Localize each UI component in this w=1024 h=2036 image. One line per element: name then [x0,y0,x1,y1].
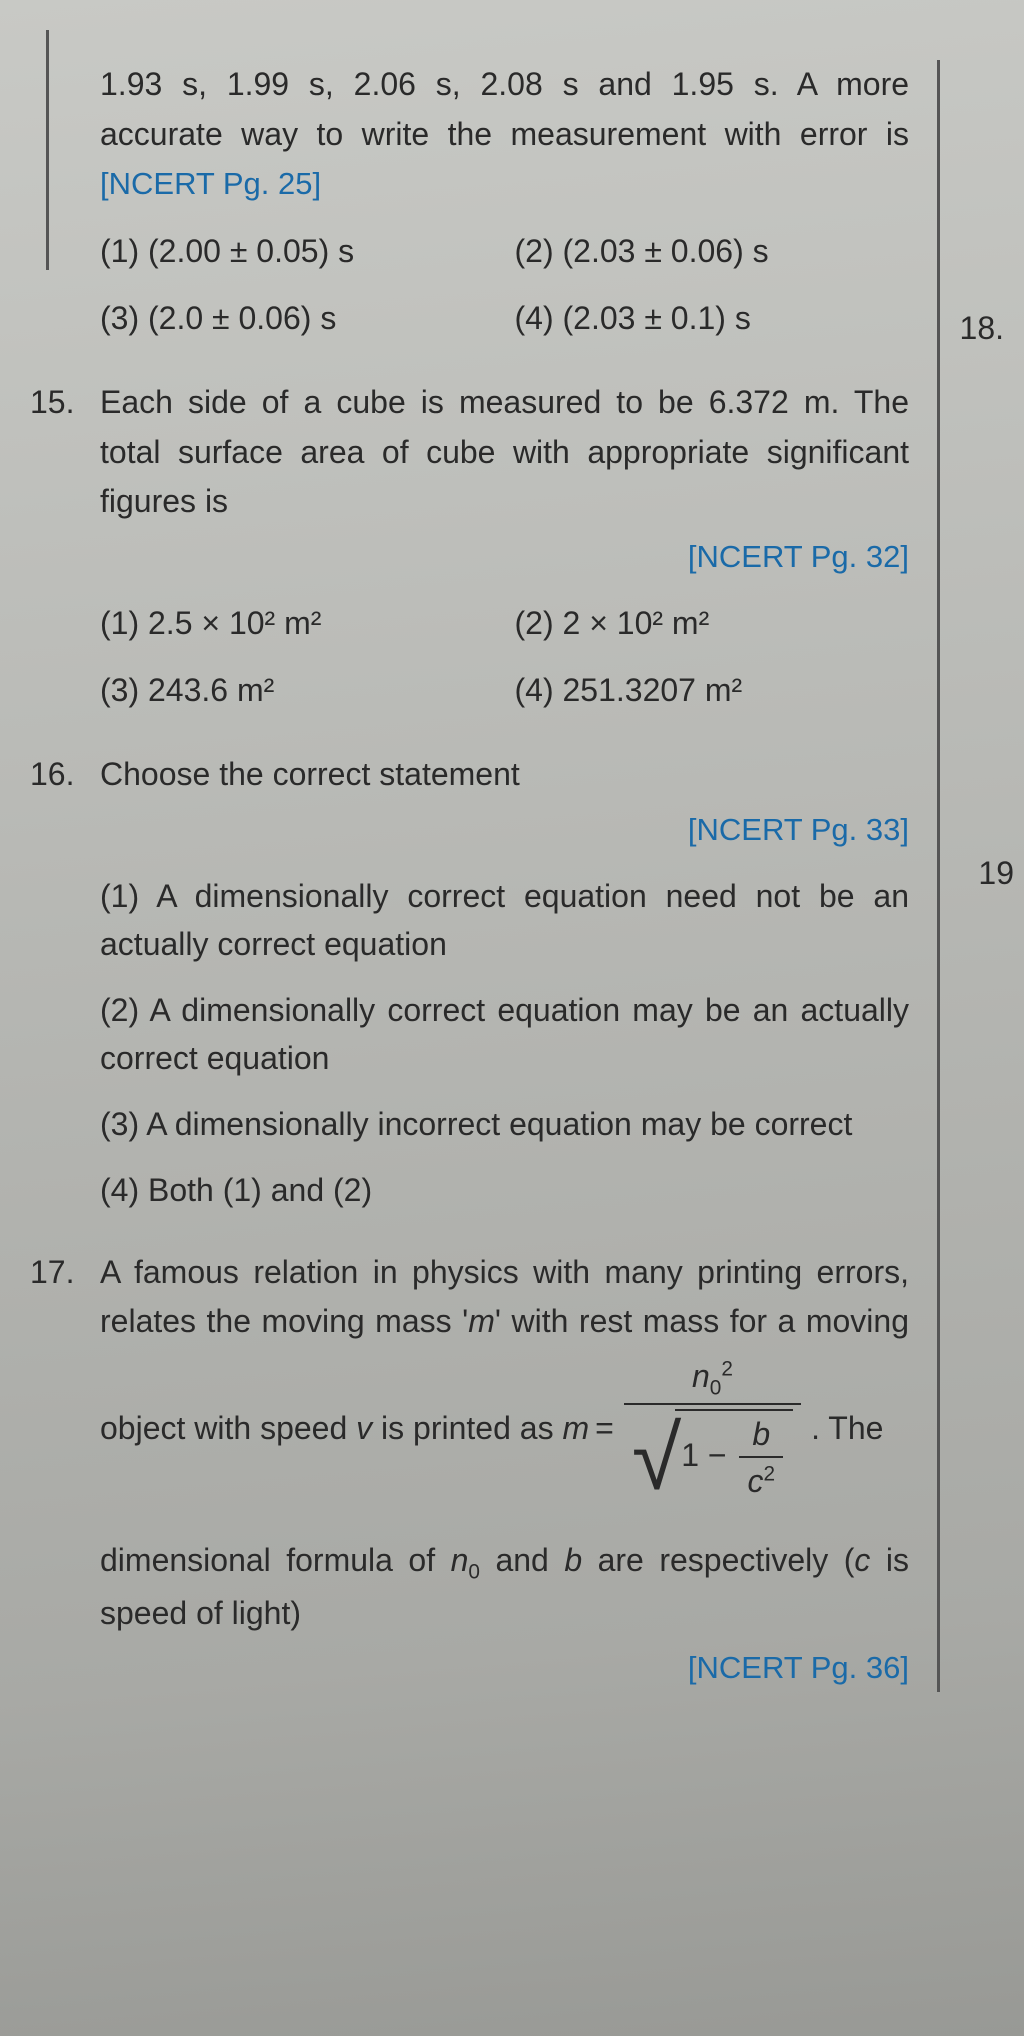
eq-sqrt: √ 1 − b c2 [632,1409,793,1500]
q15-opt1: (1) 2.5 × 10² m² [100,599,495,649]
q17-tec: are respectively ( [582,1542,854,1578]
q14-opt4: (4) (2.03 ± 0.1) s [515,294,910,344]
q15-opt2: (2) 2 × 10² m² [515,599,910,649]
q17-text: A famous relation in physics with many p… [100,1248,909,1510]
radical-icon: √ [632,1419,681,1500]
q16-opt3: (3) A dimensionally incorrect equation m… [100,1100,909,1148]
q14-opt3: (3) (2.0 ± 0.06) s [100,294,495,344]
q15-number: 15. [30,378,74,428]
q17-cvar: c [854,1542,870,1578]
side-number-19: 19 [978,855,1014,892]
eq-c2: c2 [739,1458,783,1500]
q14-ref: [NCERT Pg. 25] [100,166,321,201]
q17-number: 17. [30,1248,74,1298]
eq-equals: = [595,1404,614,1454]
q16-opt2: (2) A dimensionally correct equation may… [100,986,909,1082]
q16-opt1: (1) A dimensionally correct equation nee… [100,872,909,968]
q17-td: . The [811,1404,883,1454]
left-margin-rule [46,30,49,270]
eq-c-sup: 2 [763,1462,775,1485]
q17-equation: m = n02 √ 1 − b [562,1357,883,1500]
q15-text: Each side of a cube is measured to be 6.… [100,378,909,527]
q17-bvar: b [564,1542,582,1578]
q16-number: 16. [30,750,74,800]
q17-m: m [468,1303,495,1339]
q17-n0-base: n [451,1542,469,1578]
q16-options: (1) A dimensionally correct equation nee… [100,872,909,1214]
page: 18. 19 1.93 s, 1.99 s, 2.06 s, 2.08 s an… [0,0,1024,2036]
eq-b: b [739,1415,783,1457]
eq-numerator: n02 [624,1357,801,1405]
q17-n0-sub: 0 [468,1560,480,1583]
q17-tc: is printed as [372,1410,562,1446]
q14-opt2: (2) (2.03 ± 0.06) s [515,227,910,277]
eq-n: n [692,1358,710,1394]
q15-opt4: (4) 251.3207 m² [515,666,910,716]
question-14-tail: 1.93 s, 1.99 s, 2.06 s, 2.08 s and 1.95 … [100,60,909,344]
q17-ref: [NCERT Pg. 36] [100,1644,909,1692]
q14-options: (1) (2.00 ± 0.05) s (2) (2.03 ± 0.06) s … [100,227,909,344]
eq-n-sub: 0 [710,1376,722,1399]
q17-tea: dimensional formula of [100,1542,451,1578]
q16-opt4: (4) Both (1) and (2) [100,1166,909,1214]
eq-denominator: √ 1 − b c2 [624,1405,801,1500]
eq-sqrt-body: 1 − b c2 [675,1409,793,1500]
eq-c: c [747,1463,763,1499]
side-number-18: 18. [960,310,1004,347]
q17-text2: dimensional formula of n0 and b are resp… [100,1536,909,1638]
eq-lhs: m [562,1404,589,1454]
question-15: 15. Each side of a cube is measured to b… [100,378,909,716]
q16-text: Choose the correct statement [100,750,909,800]
q15-ref: [NCERT Pg. 32] [100,533,909,581]
q14-line1: 1.93 s, 1.99 s, 2.06 s, 2.08 s and 1.95 … [100,66,816,102]
q16-ref: [NCERT Pg. 33] [100,806,909,854]
eq-one-minus: 1 − [681,1437,735,1473]
question-16: 16. Choose the correct statement [NCERT … [100,750,909,1214]
q14-opt1: (1) (2.00 ± 0.05) s [100,227,495,277]
q15-opt3: (3) 243.6 m² [100,666,495,716]
q15-options: (1) 2.5 × 10² m² (2) 2 × 10² m² (3) 243.… [100,599,909,716]
q17-teb: and [480,1542,564,1578]
q14-text: 1.93 s, 1.99 s, 2.06 s, 2.08 s and 1.95 … [100,60,909,209]
eq-main-frac: n02 √ 1 − b c2 [624,1357,801,1500]
eq-inner-frac: b c2 [739,1415,783,1500]
q17-v: v [356,1410,372,1446]
eq-n-sup: 2 [721,1357,733,1380]
question-17: 17. A famous relation in physics with ma… [100,1248,909,1693]
left-column: 1.93 s, 1.99 s, 2.06 s, 2.08 s and 1.95 … [40,60,940,1692]
